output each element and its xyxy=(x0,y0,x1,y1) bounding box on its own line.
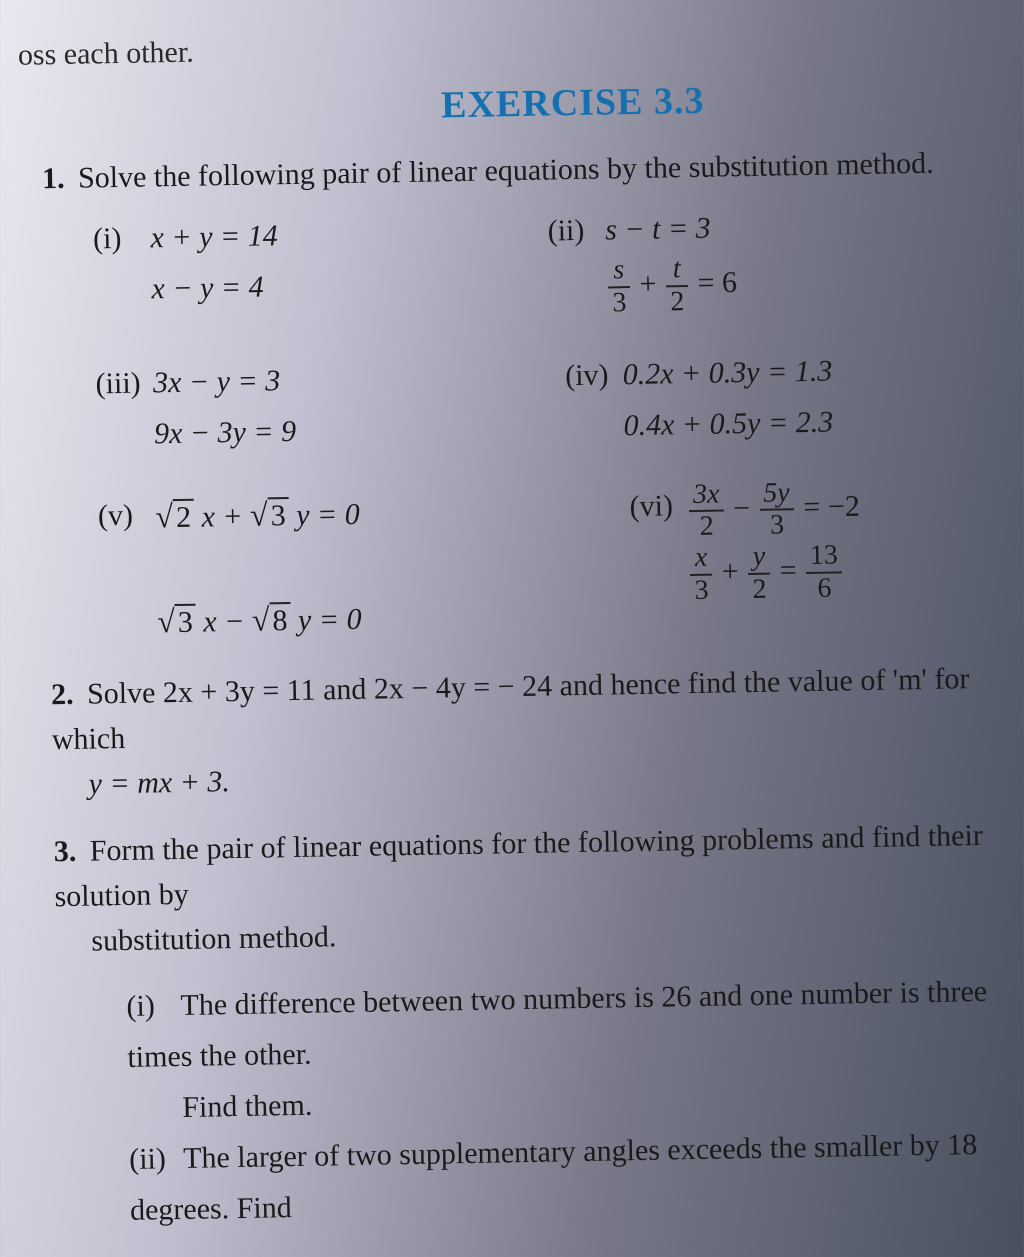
q1-part-vi: (vi) 3x2 − 5y3 = −2 x3 + y2 = 136 xyxy=(629,477,862,641)
q3-text: 3.Form the pair of linear equations for … xyxy=(53,813,1024,965)
question-2: 2.Solve 2x + 3y = 11 and 2x − 4y = − 24 … xyxy=(51,656,1024,808)
question-1: 1.Solve the following pair of linear equ… xyxy=(42,145,1024,650)
q2-text: 2.Solve 2x + 3y = 11 and 2x − 4y = − 24 … xyxy=(51,656,1024,808)
q1-number: 1. xyxy=(42,162,79,197)
q1-part-iv: (iv) 0.2x + 0.3y = 1.3 0.4x + 0.5y = 2.3 xyxy=(565,345,834,452)
q1-part-i: (i) x + y = 14 x − y = 4 xyxy=(93,210,280,328)
q1-text: 1.Solve the following pair of linear equ… xyxy=(42,145,1016,196)
top-cutoff-text: oss each other. xyxy=(18,21,1014,72)
q1-row-3: (v) 2 x + 3 y = 0 3 x − 8 y = 0 (vi) 3x2… xyxy=(97,474,1024,650)
q1-parts: (i) x + y = 14 x − y = 4 (ii) s − t = 3 … xyxy=(93,197,1024,649)
q1-row-1: (i) x + y = 14 x − y = 4 (ii) s − t = 3 … xyxy=(93,197,1019,328)
q1-part-v: (v) 2 x + 3 y = 0 3 x − 8 y = 0 xyxy=(97,485,361,649)
q3-sub-i: (i)The difference between two numbers is… xyxy=(126,966,1024,1135)
q1-part-iii: (iii) 3x − y = 3 9x − 3y = 9 xyxy=(95,355,296,460)
q1-row-2: (iii) 3x − y = 3 9x − 3y = 9 (iv) 0.2x +… xyxy=(95,342,1021,460)
q3-number: 3. xyxy=(53,829,90,875)
question-3: 3.Form the pair of linear equations for … xyxy=(53,813,1024,1238)
q2-number: 2. xyxy=(51,672,88,718)
exercise-title: EXERCISE 3.3 xyxy=(130,73,1015,132)
q1-part-ii: (ii) s − t = 3 s3 + t2 = 6 xyxy=(547,202,737,320)
q3-sub-ii: (ii)The larger of two supplementary angl… xyxy=(129,1119,1024,1237)
